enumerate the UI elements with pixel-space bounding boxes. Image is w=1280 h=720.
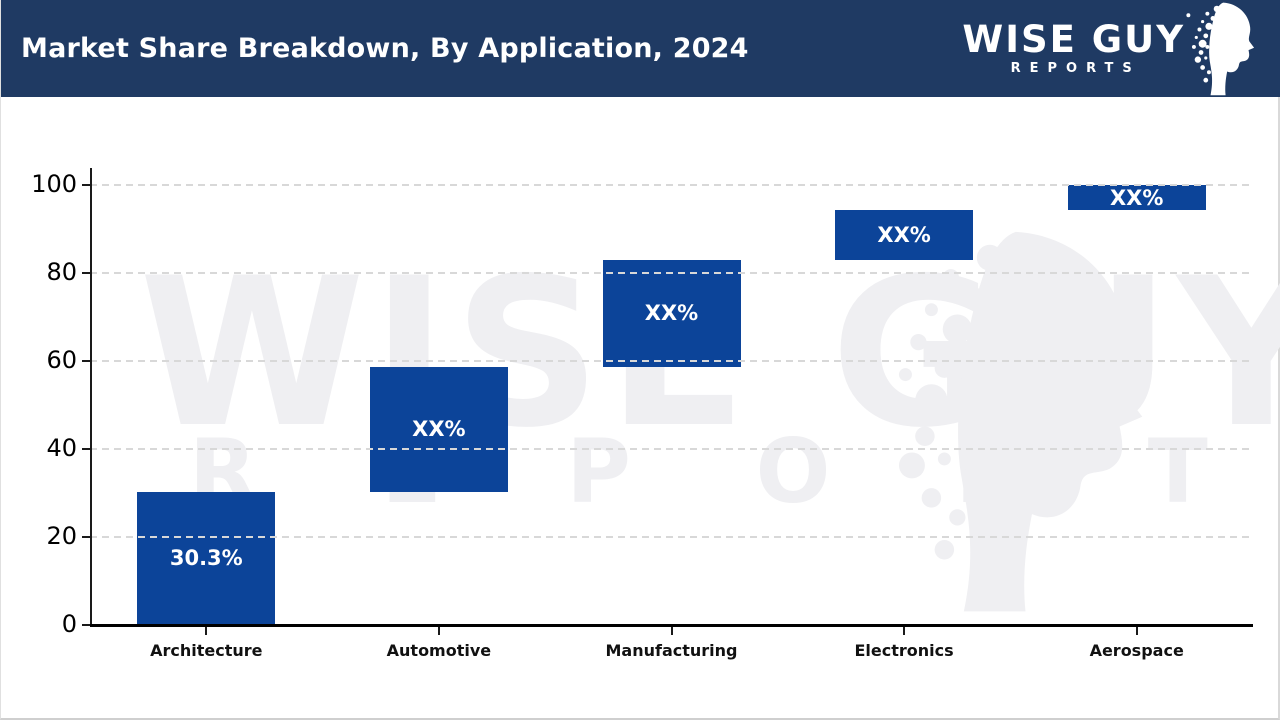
bar-electronics: XX% — [835, 210, 974, 260]
x-tick-label-manufacturing: Manufacturing — [605, 641, 738, 660]
page-title: Market Share Breakdown, By Application, … — [21, 33, 749, 64]
gridline-y80 — [90, 272, 1253, 274]
waterfall-chart: 0 20 40 60 80 100 30.3% Architecture XX% Automoti… — [1, 97, 1280, 720]
bar-value-label-automotive: XX% — [412, 417, 466, 442]
bar-value-label-manufacturing: XX% — [644, 301, 699, 326]
y-axis-line — [90, 168, 92, 627]
brand-name: WISE GUY — [962, 18, 1185, 61]
header-bar: Market Share Breakdown, By Application, … — [1, 0, 1280, 97]
x-tick-automotive — [437, 627, 440, 635]
x-tick-label-architecture: Architecture — [150, 641, 263, 660]
y-tick-label-60: 60 — [46, 346, 77, 374]
x-tick-label-electronics: Electronics — [854, 641, 954, 660]
y-tick-0 — [82, 624, 90, 626]
y-tick-label-100: 100 — [31, 170, 77, 198]
gridline-y100 — [90, 184, 1253, 186]
y-tick-label-80: 80 — [46, 258, 77, 286]
brand-logo-text: WISE GUY REPORTS — [962, 21, 1185, 76]
x-tick-aerospace — [1135, 627, 1138, 635]
bar-value-label-aerospace: XX% — [1109, 185, 1164, 210]
watermark-head-icon — [887, 231, 1143, 612]
gridline-y60 — [90, 360, 1253, 362]
bar-value-label-architecture: 30.3% — [169, 546, 243, 571]
y-tick-label-40: 40 — [46, 434, 77, 462]
gridline-y40 — [90, 448, 1253, 450]
brand-logo: WISE GUY REPORTS — [962, 0, 1267, 97]
bar-automotive: XX% — [369, 367, 508, 492]
bar-architecture: 30.3% — [137, 491, 276, 625]
brand-head-icon — [1186, 2, 1255, 96]
y-tick-80 — [82, 272, 90, 274]
bar-aerospace: XX% — [1067, 185, 1206, 211]
y-tick-label-20: 20 — [46, 522, 77, 550]
y-tick-40 — [82, 448, 90, 450]
x-tick-label-automotive: Automotive — [386, 641, 492, 660]
y-tick-100 — [82, 184, 90, 186]
bar-value-label-electronics: XX% — [877, 222, 931, 247]
x-tick-architecture — [205, 627, 208, 635]
bar-manufacturing: XX% — [602, 259, 741, 368]
y-tick-20 — [82, 536, 90, 538]
y-tick-label-0: 0 — [61, 610, 77, 638]
gridline-y20 — [90, 536, 1253, 538]
x-axis-line — [90, 624, 1253, 627]
x-tick-label-aerospace: Aerospace — [1089, 641, 1184, 660]
x-tick-manufacturing — [670, 627, 673, 635]
y-tick-60 — [82, 360, 90, 362]
brand-subname: REPORTS — [1010, 61, 1141, 76]
x-tick-electronics — [903, 627, 906, 635]
